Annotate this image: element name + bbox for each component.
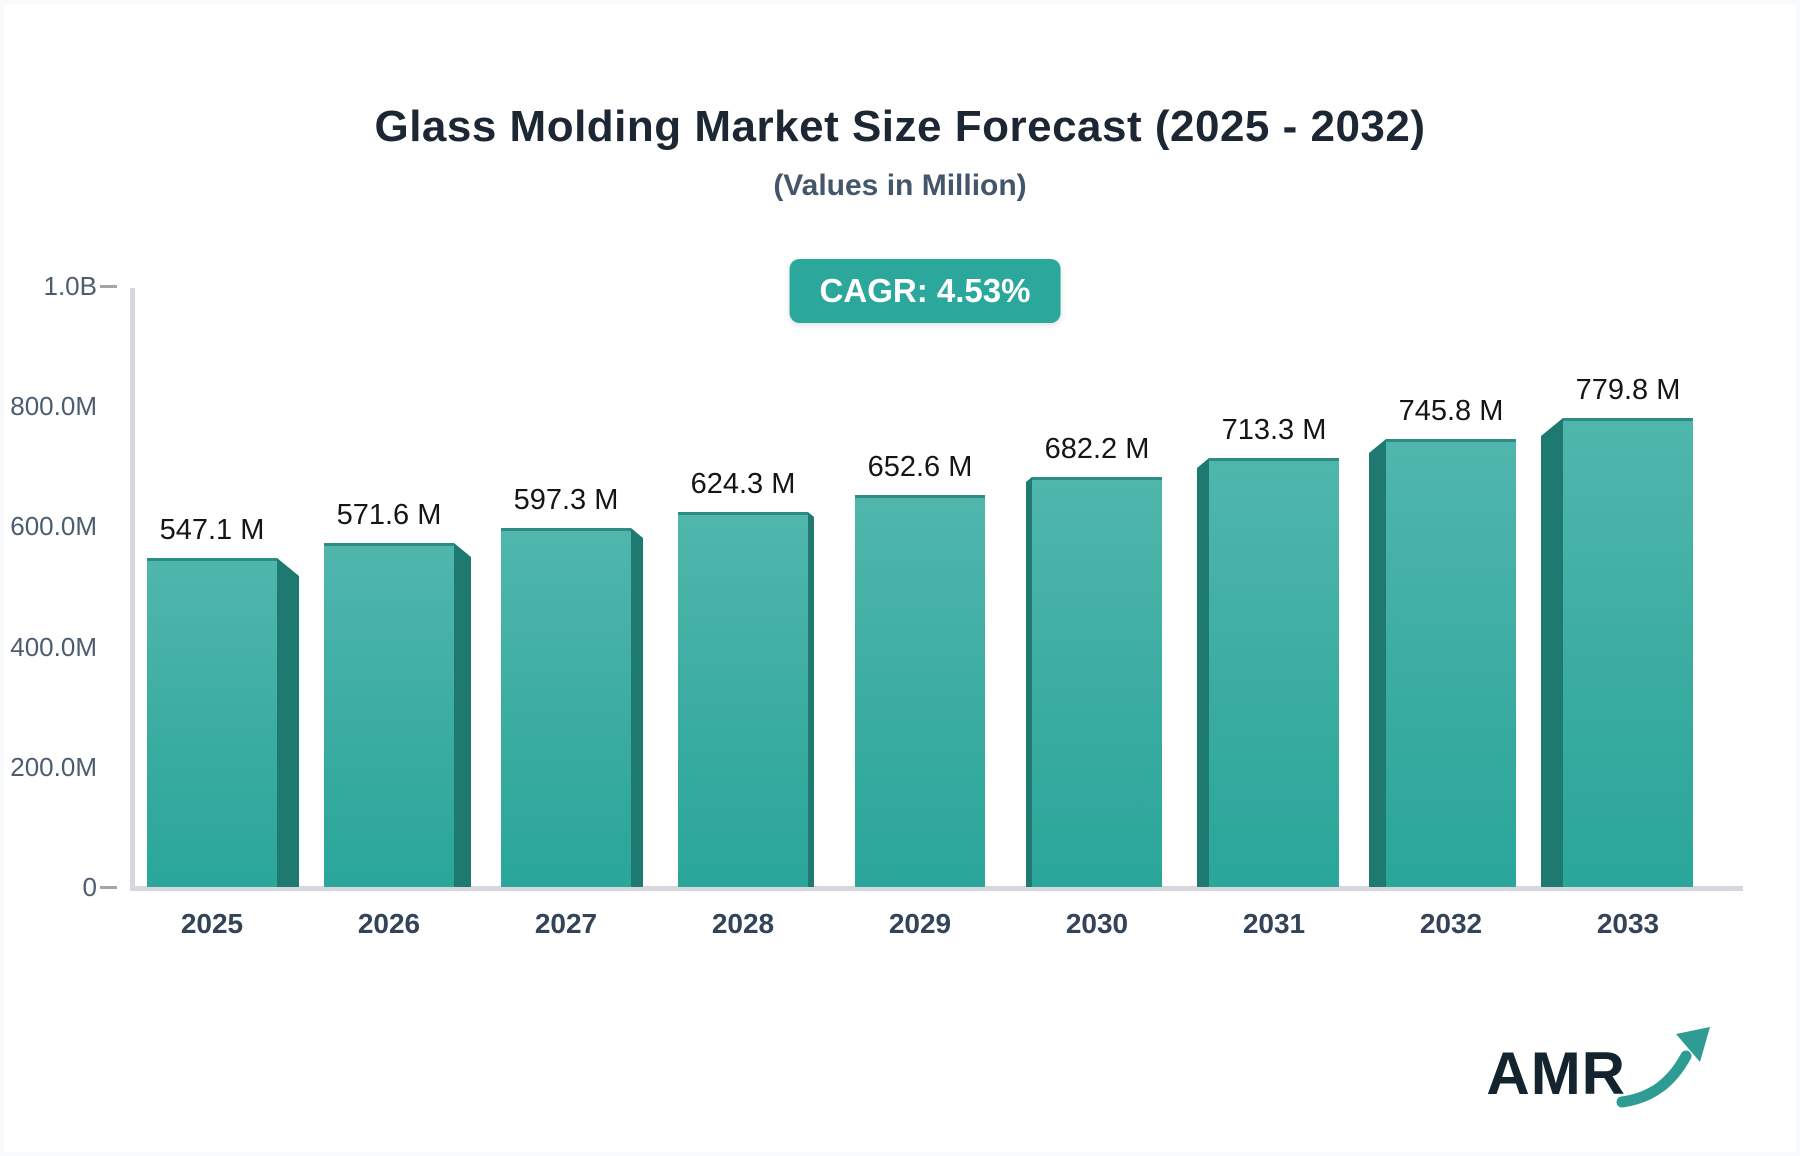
bar-side-face — [1541, 418, 1563, 887]
bar-value-label: 682.2 M — [1044, 433, 1150, 465]
bar-value-label: 652.6 M — [867, 451, 973, 483]
bar-value-label: 547.1 M — [159, 514, 265, 546]
y-axis-label: 200.0M — [10, 752, 97, 782]
amr-logo[interactable]: AMR — [1486, 1027, 1712, 1108]
bar-value-label: 713.3 M — [1221, 414, 1327, 446]
bar[interactable] — [1369, 439, 1516, 887]
x-axis-label: 2032 — [1419, 908, 1483, 939]
bar[interactable] — [1026, 477, 1162, 887]
bar-side-face — [808, 512, 814, 887]
bar-value-label: 597.3 M — [513, 484, 619, 516]
bar-value-label: 745.8 M — [1398, 395, 1504, 427]
y-axis-label: 0 — [82, 872, 97, 902]
bar[interactable] — [324, 543, 471, 887]
x-axis-label: 2033 — [1596, 908, 1660, 939]
bar-side-face — [631, 528, 643, 887]
bar[interactable] — [147, 558, 299, 887]
bar-side-face — [454, 543, 471, 887]
bar[interactable] — [501, 528, 643, 887]
bar-face — [678, 512, 808, 887]
amr-logo-text: AMR — [1486, 1040, 1626, 1107]
bar-face — [324, 543, 454, 887]
bar-side-face — [1197, 458, 1209, 887]
x-axis-label: 2029 — [888, 908, 952, 939]
y-axis-label: 1.0B — [43, 271, 98, 301]
y-axis-tick — [100, 886, 117, 889]
bar[interactable] — [1541, 418, 1693, 887]
x-axis-label: 2028 — [711, 908, 775, 939]
y-axis-tick — [100, 285, 117, 288]
bar-face — [855, 495, 985, 887]
bar[interactable] — [678, 512, 814, 887]
y-axis-label: 600.0M — [10, 511, 97, 541]
bar-side-face — [1369, 439, 1386, 887]
x-axis-label: 2025 — [180, 908, 244, 939]
bar-value-label: 571.6 M — [336, 499, 442, 531]
cagr-badge: CAGR: 4.53% — [789, 259, 1061, 323]
chart-subtitle: (Values in Million) — [773, 169, 1027, 202]
y-axis-line — [130, 288, 135, 891]
bar[interactable] — [855, 495, 985, 887]
bar-face — [147, 558, 277, 887]
x-axis-label: 2027 — [534, 908, 598, 939]
bar-face — [1209, 458, 1339, 887]
bar-face — [1386, 439, 1516, 887]
x-axis-baseline — [130, 886, 1743, 891]
bar-side-face — [1026, 477, 1032, 887]
y-axis-label: 800.0M — [10, 391, 97, 421]
growth-arrow-icon — [1616, 1027, 1710, 1108]
x-axis-label: 2031 — [1242, 908, 1306, 939]
x-axis-label: 2026 — [357, 908, 421, 939]
x-axis-label: 2030 — [1065, 908, 1129, 939]
bar-face — [501, 528, 631, 887]
chart-title: Glass Molding Market Size Forecast (2025… — [374, 102, 1426, 151]
bar-value-label: 779.8 M — [1575, 374, 1681, 406]
y-axis-label: 400.0M — [10, 632, 97, 662]
bar-value-label: 624.3 M — [690, 468, 796, 500]
bar-face — [1563, 418, 1693, 887]
bar-side-face — [277, 558, 299, 887]
bar[interactable] — [1197, 458, 1339, 887]
bar-face — [1032, 477, 1162, 887]
